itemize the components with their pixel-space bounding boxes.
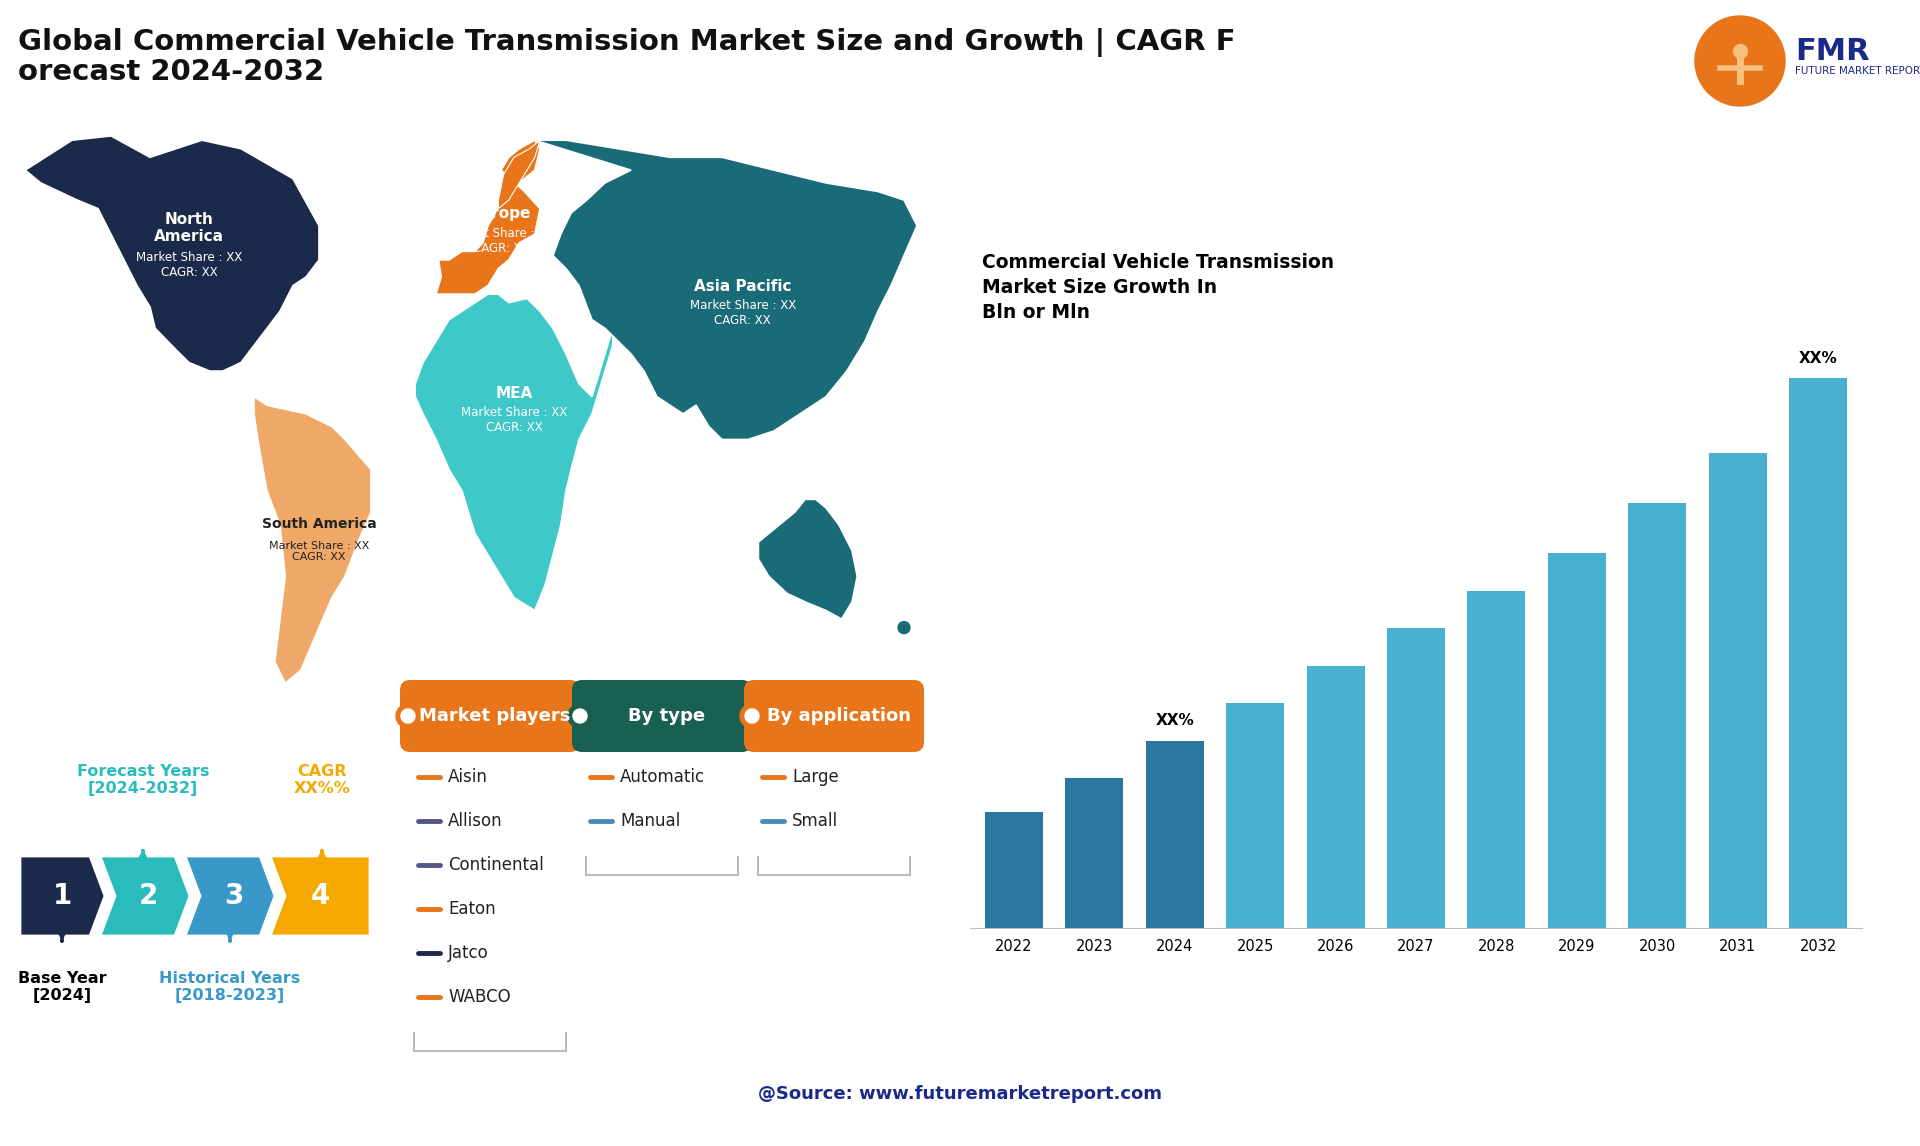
Polygon shape [253,397,371,683]
Text: Automatic: Automatic [620,768,705,786]
Text: Market Share : XX
CAGR: XX: Market Share : XX CAGR: XX [136,251,242,278]
Bar [1146,740,1204,928]
Bar [985,811,1043,928]
Bar [1386,628,1446,928]
Text: Europe: Europe [470,206,532,221]
Text: Historical Years
[2018-2023]: Historical Years [2018-2023] [159,971,301,1004]
Text: Base Year
[2024]: Base Year [2024] [17,971,106,1004]
Text: Jatco: Jatco [447,944,490,961]
Bar [1066,778,1123,928]
Text: Market Share : XX
CAGR: XX: Market Share : XX CAGR: XX [689,299,797,328]
Text: Continental: Continental [447,856,543,874]
Text: By type: By type [628,707,705,725]
Text: XX%: XX% [1156,713,1194,728]
Bar [1227,704,1284,928]
Bar [1628,503,1686,928]
Text: Allison: Allison [447,813,503,830]
Text: 1: 1 [54,882,73,910]
Text: By application: By application [766,707,910,725]
Polygon shape [25,136,319,371]
Polygon shape [271,856,371,936]
Text: Small: Small [791,813,839,830]
Text: Forecast Years
[2024-2032]: Forecast Years [2024-2032] [77,763,209,796]
Bar [1709,453,1766,928]
Polygon shape [184,856,275,936]
FancyBboxPatch shape [572,680,753,752]
Circle shape [572,709,588,723]
Text: Market Share : XX
CAGR: XX: Market Share : XX CAGR: XX [447,227,555,254]
Text: Eaton: Eaton [447,900,495,918]
Bar [1467,590,1524,928]
Text: FUTURE MARKET REPORT: FUTURE MARKET REPORT [1795,66,1920,76]
Text: Asia Pacific: Asia Pacific [693,278,791,293]
Polygon shape [436,140,540,295]
Polygon shape [758,500,856,619]
Polygon shape [19,856,106,936]
Text: Commercial Vehicle Transmission
Market Size Growth In
Bln or Mln: Commercial Vehicle Transmission Market S… [981,253,1334,322]
Text: CAGR
XX%%: CAGR XX%% [294,763,349,796]
Text: FMR: FMR [1795,37,1870,65]
Text: Global Commercial Vehicle Transmission Market Size and Growth | CAGR F: Global Commercial Vehicle Transmission M… [17,28,1236,57]
Text: Aisin: Aisin [447,768,488,786]
Text: XX%: XX% [1799,351,1837,366]
Circle shape [401,709,415,723]
Text: MEA: MEA [495,386,532,401]
Text: North
America: North America [154,212,225,244]
Circle shape [745,709,758,723]
Text: WABCO: WABCO [447,988,511,1006]
Text: Large: Large [791,768,839,786]
Polygon shape [415,295,612,611]
Text: Market players: Market players [419,707,570,725]
Text: 3: 3 [225,882,244,910]
FancyBboxPatch shape [745,680,924,752]
Circle shape [568,704,591,728]
Polygon shape [100,856,190,936]
Text: Manual: Manual [620,813,680,830]
Text: @Source: www.futuremarketreport.com: @Source: www.futuremarketreport.com [758,1085,1162,1102]
Bar [1789,378,1847,928]
Polygon shape [499,140,540,209]
Text: South America: South America [261,517,376,531]
Text: 4: 4 [311,882,330,910]
Circle shape [1695,16,1786,105]
Text: Market Share : XX
CAGR: XX: Market Share : XX CAGR: XX [461,407,566,434]
FancyBboxPatch shape [399,680,580,752]
Text: 2: 2 [138,882,159,910]
Text: orecast 2024-2032: orecast 2024-2032 [17,58,324,86]
Circle shape [396,704,420,728]
Text: Market Share : XX
CAGR: XX: Market Share : XX CAGR: XX [269,541,369,563]
Circle shape [739,704,764,728]
Bar [1308,666,1365,928]
Polygon shape [536,140,918,439]
Circle shape [899,621,910,634]
Bar [1548,554,1605,928]
